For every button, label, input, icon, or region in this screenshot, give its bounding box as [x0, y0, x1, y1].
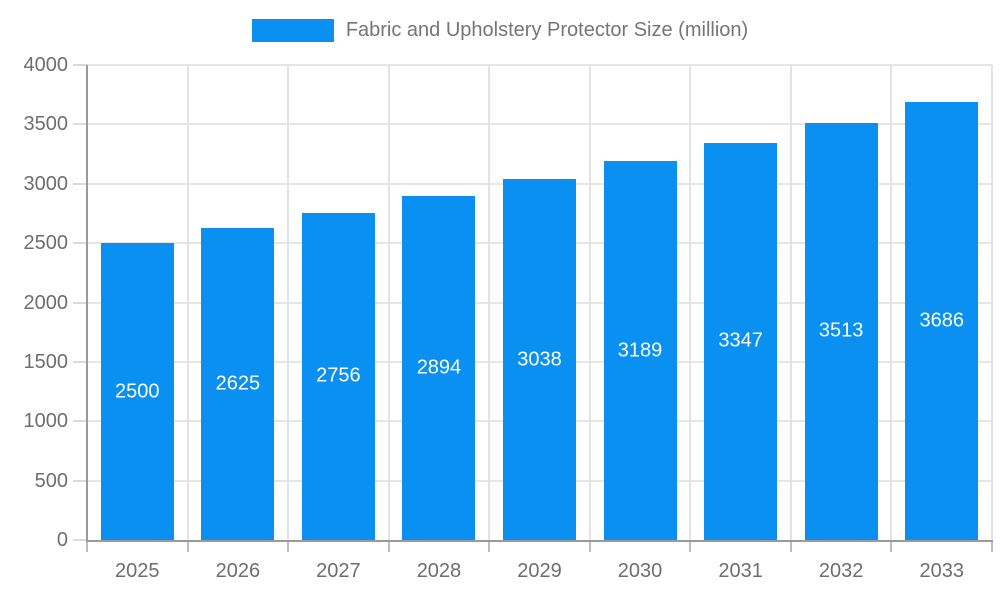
bar-value-label: 3347 — [718, 329, 763, 352]
legend[interactable]: Fabric and Upholstery Protector Size (mi… — [0, 19, 1000, 42]
x-axis-tick — [991, 540, 993, 552]
gridline-vertical — [387, 65, 390, 540]
y-axis-label: 500 — [34, 469, 68, 492]
gridline-vertical — [287, 65, 290, 540]
y-axis-label: 1000 — [23, 410, 69, 433]
y-axis-tick — [73, 420, 87, 423]
bar-value-label: 2500 — [115, 380, 160, 403]
bar-value-label: 3686 — [919, 309, 964, 332]
x-axis-tick — [488, 540, 491, 552]
y-axis-label: 4000 — [23, 54, 69, 76]
y-axis-line — [86, 65, 88, 542]
legend-label: Fabric and Upholstery Protector Size (mi… — [345, 19, 749, 41]
bar[interactable]: 3189 — [603, 161, 677, 540]
bar[interactable]: 3038 — [503, 179, 576, 540]
x-axis-label: 2027 — [316, 560, 361, 582]
gridline-vertical — [991, 65, 993, 540]
y-axis-tick — [73, 64, 87, 66]
x-axis-label: 2028 — [416, 560, 462, 582]
y-axis-label: 2000 — [23, 291, 69, 314]
x-axis-tick — [789, 540, 792, 552]
bar[interactable]: 2756 — [301, 212, 375, 540]
y-axis-label: 0 — [56, 529, 68, 551]
x-axis-label: 2026 — [215, 560, 261, 582]
bar[interactable]: 2894 — [402, 196, 476, 540]
bar[interactable]: 2625 — [201, 228, 275, 540]
bar[interactable]: 3347 — [704, 142, 778, 540]
y-axis-tick — [73, 182, 87, 185]
gridline-vertical — [890, 65, 893, 540]
x-axis-label: 2029 — [517, 560, 562, 582]
y-axis-tick — [73, 360, 87, 363]
x-axis-label: 2033 — [919, 560, 964, 582]
y-axis-label: 2500 — [23, 232, 69, 255]
bar[interactable]: 3686 — [905, 102, 979, 540]
y-axis-tick — [73, 242, 87, 245]
x-axis-label: 2032 — [818, 560, 864, 582]
legend-swatch-icon — [251, 19, 334, 42]
gridline-vertical — [588, 65, 591, 540]
bar-value-label: 2625 — [215, 372, 261, 395]
y-axis-label: 1500 — [23, 350, 69, 373]
x-axis-tick — [588, 540, 591, 552]
x-axis-tick — [86, 540, 88, 552]
x-axis-label: 2030 — [617, 560, 663, 582]
bar-value-label: 3513 — [818, 319, 864, 342]
bar[interactable]: 2500 — [100, 243, 174, 540]
y-axis-tick — [73, 539, 87, 541]
x-axis-tick — [287, 540, 290, 552]
y-axis-label: 3500 — [23, 113, 69, 136]
y-axis-tick — [73, 479, 87, 482]
gridline-horizontal — [87, 123, 992, 126]
y-axis-label: 3000 — [23, 172, 69, 195]
gridline-vertical — [789, 65, 792, 540]
x-axis-tick — [689, 540, 692, 552]
x-axis-line — [86, 540, 993, 542]
bar-value-label: 2756 — [316, 364, 361, 387]
gridline-vertical — [689, 65, 692, 540]
y-axis-tick — [73, 301, 87, 304]
x-axis-label: 2031 — [718, 560, 763, 582]
gridline-vertical — [488, 65, 491, 540]
bar-value-label: 3038 — [517, 348, 562, 371]
bar-value-label: 2894 — [416, 356, 462, 379]
bar-value-label: 3189 — [617, 339, 663, 362]
y-axis-tick — [73, 123, 87, 126]
gridline-vertical — [186, 65, 189, 540]
x-axis-tick — [387, 540, 390, 552]
x-axis-label: 2025 — [115, 560, 160, 582]
x-axis-tick — [890, 540, 893, 552]
bar[interactable]: 3513 — [804, 122, 878, 540]
gridline-horizontal — [87, 64, 992, 66]
x-axis-tick — [186, 540, 189, 552]
